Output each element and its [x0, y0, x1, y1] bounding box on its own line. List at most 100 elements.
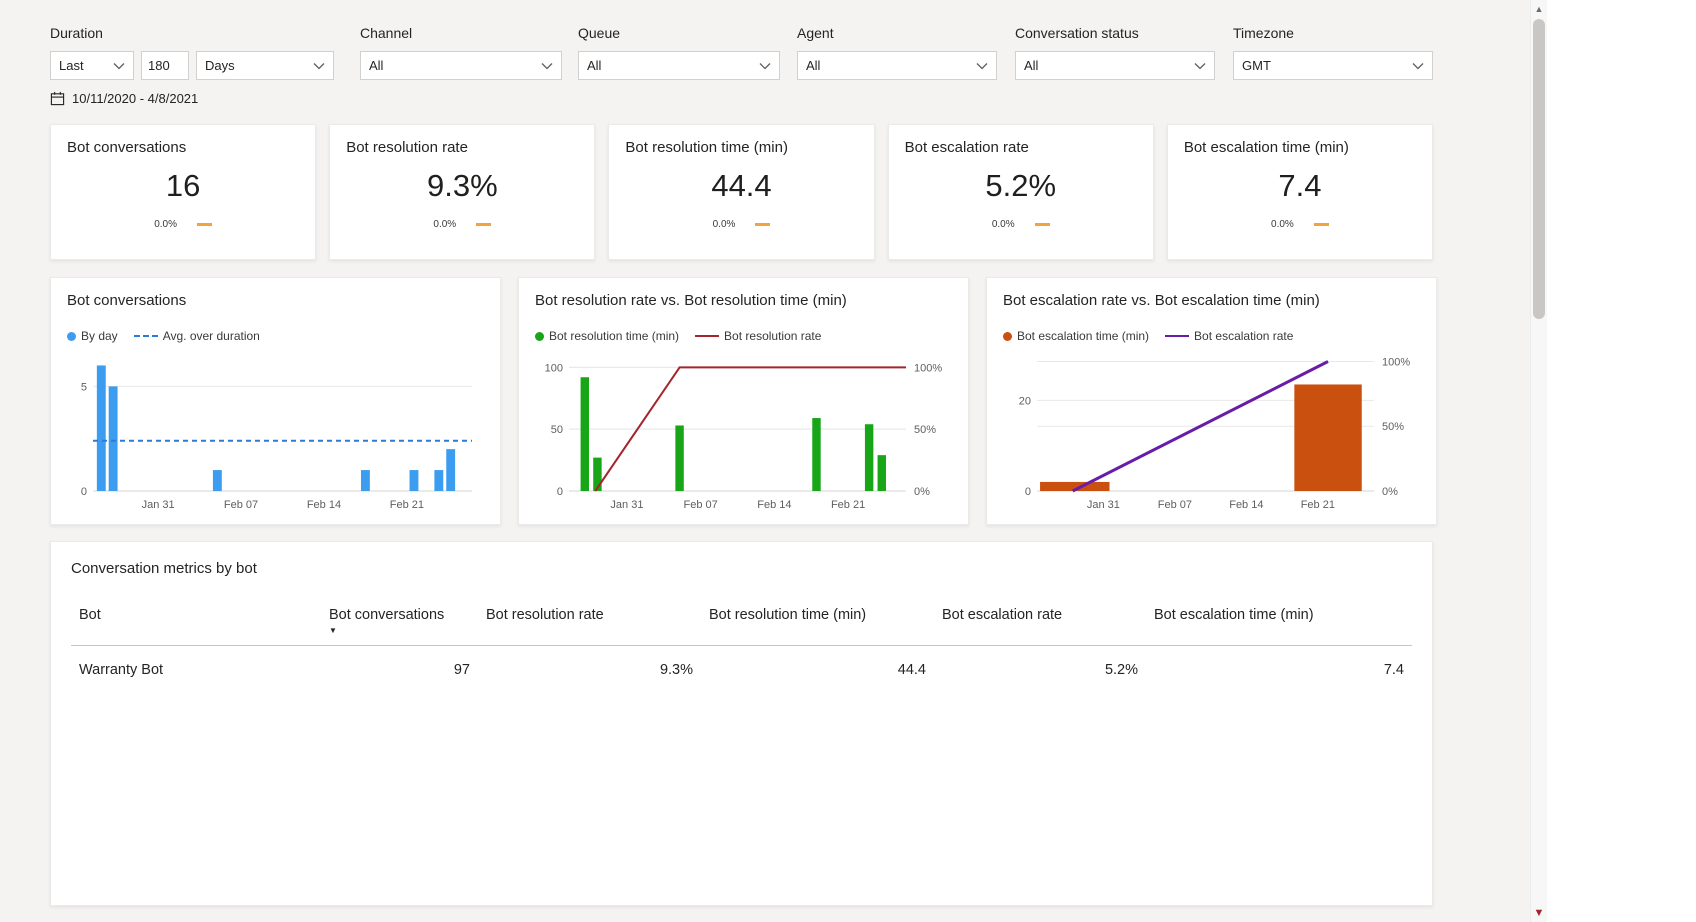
kpi-trend-dash [755, 223, 771, 226]
legend-label: By day [81, 329, 118, 343]
col-header-bot-conversations[interactable]: Bot conversations ▼ [321, 603, 478, 646]
legend-marker [695, 335, 720, 337]
svg-text:Feb 21: Feb 21 [390, 499, 424, 511]
chevron-down-icon [759, 62, 771, 69]
duration-unit-value: Days [205, 58, 235, 73]
filter-timezone: Timezone GMT [1233, 25, 1433, 80]
chevron-down-icon [1194, 62, 1206, 69]
svg-text:Feb 21: Feb 21 [1301, 499, 1335, 511]
kpi-card-bot-resolution-time: Bot resolution time (min) 44.4 0.0% [608, 124, 875, 260]
table-header-row: Bot Bot conversations ▼ Bot resolution r… [71, 603, 1412, 646]
chart-card-bot-conversations: Bot conversations By day Avg. over durat… [50, 277, 501, 525]
chart-card-escalation: Bot escalation rate vs. Bot escalation t… [986, 277, 1437, 525]
outside-area [1547, 0, 1696, 922]
kpi-trend-value: 0.0% [154, 219, 177, 230]
col-header-bot-escalation-time[interactable]: Bot escalation time (min) [1146, 603, 1412, 646]
chevron-down-icon [541, 62, 553, 69]
conversation-status-value: All [1024, 58, 1039, 73]
duration-count-input[interactable] [141, 51, 189, 80]
legend-item-bot-resolution-rate[interactable]: Bot resolution rate [695, 329, 821, 343]
col-label: Bot resolution time (min) [709, 607, 867, 623]
kpi-title: Bot escalation time (min) [1183, 139, 1349, 156]
legend-label: Bot resolution time (min) [549, 329, 680, 343]
filter-queue: Queue All [578, 25, 780, 80]
chevron-down-icon [1412, 62, 1424, 69]
channel-value: All [369, 58, 384, 73]
kpi-trend: 0.0% [67, 219, 299, 230]
kpi-card-bot-escalation-time: Bot escalation time (min) 7.4 0.0% [1166, 124, 1434, 260]
kpi-value: 16 [165, 168, 201, 203]
filter-timezone-label: Timezone [1233, 25, 1294, 41]
escalation-combo-chart[interactable]: 0 20 0% 50% 100% Jan 31 Feb 07 Feb 14 Feb 21 [1003, 347, 1420, 515]
filter-conversation-status-label: Conversation status [1015, 25, 1139, 41]
col-header-bot-resolution-rate[interactable]: Bot resolution rate [478, 603, 701, 646]
legend-label: Bot escalation time (min) [1017, 329, 1150, 343]
legend-marker [1003, 331, 1012, 341]
queue-select[interactable]: All [578, 51, 780, 80]
kpi-value: 44.4 [711, 168, 772, 203]
bot-conversations-chart[interactable]: 0 5 Jan 31 Feb 07 Feb 14 Feb 21 [67, 347, 484, 515]
duration-range-select[interactable]: Last [50, 51, 134, 80]
legend-label: Bot resolution rate [724, 329, 822, 343]
kpi-title: Bot conversations [67, 139, 187, 156]
kpi-trend-value: 0.0% [991, 219, 1015, 230]
agent-select[interactable]: All [797, 51, 997, 80]
svg-text:50%: 50% [914, 424, 936, 436]
svg-text:0: 0 [1025, 486, 1031, 498]
agent-value: All [806, 58, 821, 73]
svg-text:5: 5 [81, 381, 87, 393]
kpi-trend-value: 0.0% [433, 219, 457, 230]
duration-unit-select[interactable]: Days [196, 51, 334, 80]
scrollbar-thumb[interactable] [1533, 19, 1545, 319]
filter-channel-label: Channel [360, 25, 413, 41]
filter-agent-label: Agent [797, 25, 834, 41]
legend-item-by-day[interactable]: By day [67, 329, 118, 343]
kpi-trend-dash [1034, 223, 1050, 226]
kpi-title: Bot resolution rate [346, 139, 468, 156]
svg-text:Jan 31: Jan 31 [610, 499, 643, 511]
dashboard-content: Duration Last Days [50, 0, 1437, 922]
chart-legend: By day Avg. over duration [67, 329, 484, 343]
timezone-value: GMT [1242, 58, 1271, 73]
kpi-trend-value: 0.0% [1271, 219, 1294, 230]
kpi-card-bot-conversations: Bot conversations 16 0.0% [50, 124, 317, 260]
legend-marker [1165, 335, 1190, 337]
legend-item-avg-over-duration[interactable]: Avg. over duration [133, 329, 260, 343]
cell-bot-escalation-time: 7.4 [1383, 662, 1404, 678]
svg-text:Feb 21: Feb 21 [831, 499, 865, 511]
channel-select[interactable]: All [360, 51, 562, 80]
chart-title: Bot conversations [67, 292, 187, 309]
cell-bot-resolution-time: 44.4 [897, 662, 926, 678]
col-header-bot-escalation-rate[interactable]: Bot escalation rate [934, 603, 1146, 646]
legend-item-bot-escalation-rate[interactable]: Bot escalation rate [1165, 329, 1293, 343]
chevron-down-icon [976, 62, 988, 69]
kpi-value: 9.3% [426, 168, 498, 203]
legend-item-bot-resolution-time[interactable]: Bot resolution time (min) [535, 329, 679, 343]
legend-marker [133, 335, 158, 337]
charts-row: Bot conversations By day Avg. over durat… [50, 277, 1437, 525]
svg-text:50%: 50% [1382, 421, 1404, 433]
kpi-trend-dash [197, 223, 212, 226]
kpi-card-bot-resolution-rate: Bot resolution rate 9.3% 0.0% [329, 124, 596, 260]
col-header-bot[interactable]: Bot [71, 603, 321, 646]
metrics-table: Bot Bot conversations ▼ Bot resolution r… [71, 603, 1412, 688]
timezone-select[interactable]: GMT [1233, 51, 1433, 80]
resolution-combo-chart[interactable]: 0 50 100 0% 50% 100% Jan 31 Feb 07 Feb 14 Feb 21 [535, 347, 952, 515]
svg-text:100%: 100% [1382, 356, 1410, 368]
table-row-warranty-bot[interactable]: Warranty Bot 97 9.3% 44.4 5.2% 7.4 [71, 646, 1412, 689]
chart-card-resolution: Bot resolution rate vs. Bot resolution t… [518, 277, 969, 525]
scroll-up-icon[interactable]: ▲ [1534, 4, 1544, 14]
filter-duration: Duration Last Days [50, 25, 334, 106]
svg-text:Feb 07: Feb 07 [224, 499, 258, 511]
conversation-status-select[interactable]: All [1015, 51, 1215, 80]
legend-item-bot-escalation-time[interactable]: Bot escalation time (min) [1003, 329, 1149, 343]
legend-label: Bot escalation rate [1194, 329, 1294, 343]
col-label: Bot escalation rate [942, 607, 1063, 623]
col-header-bot-resolution-time[interactable]: Bot resolution time (min) [701, 603, 934, 646]
vertical-scrollbar[interactable]: ▲ ▼ [1530, 0, 1547, 922]
chart-legend: Bot escalation time (min) Bot escalation… [1003, 329, 1420, 343]
calendar-icon [50, 91, 65, 106]
scrollbar-down-button[interactable]: ▼ [1533, 907, 1545, 919]
date-range: 10/11/2020 - 4/8/2021 [50, 91, 198, 106]
